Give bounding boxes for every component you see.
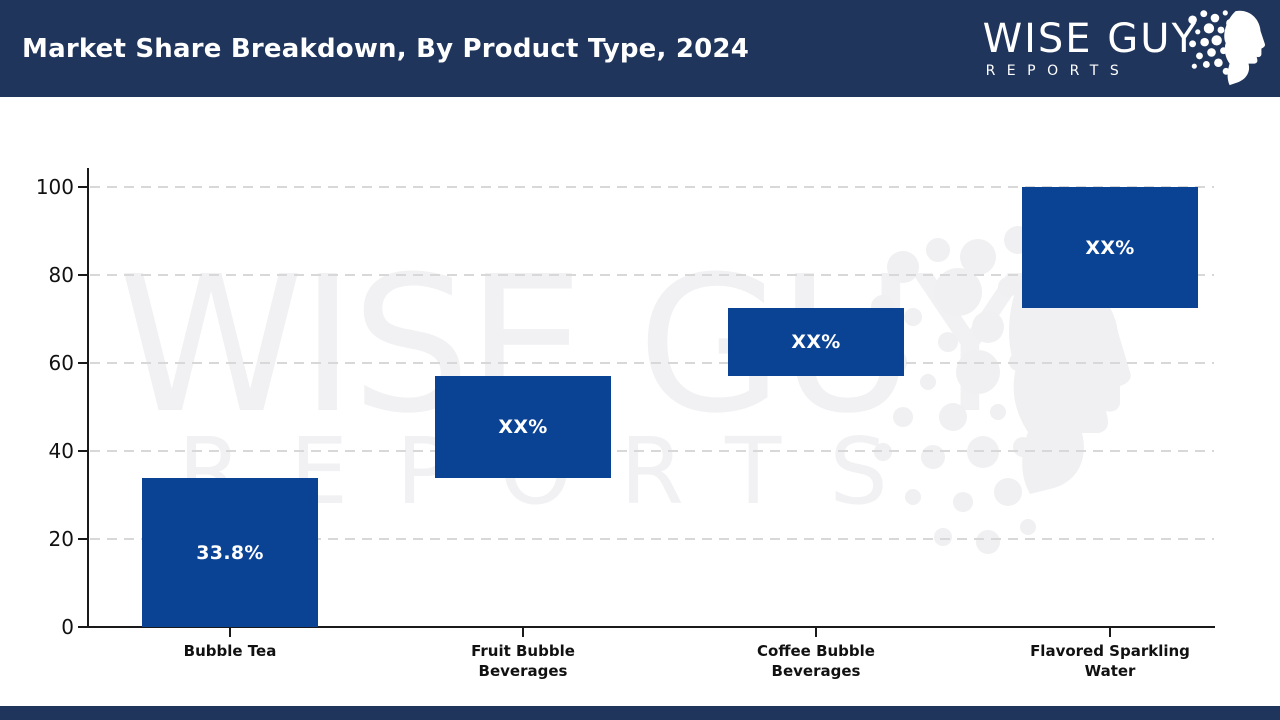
x-tick-fruit-bubble-beverages (522, 628, 524, 637)
bar-value-label: XX% (498, 416, 548, 439)
y-tick-label: 40 (48, 439, 74, 463)
logo-head-icon (1188, 9, 1266, 85)
bar-value-label: 33.8% (196, 541, 264, 564)
gridline-100 (90, 186, 1214, 188)
x-tick-flavored-sparkling-water (1109, 628, 1111, 637)
gridline-20 (90, 538, 1214, 540)
x-tick-label: Coffee Bubble Beverages (757, 642, 875, 681)
header-bar: Market Share Breakdown, By Product Type,… (0, 0, 1280, 97)
y-tick-label: 0 (61, 615, 74, 639)
page-title: Market Share Breakdown, By Product Type,… (22, 33, 749, 64)
y-tick-40 (78, 450, 87, 452)
y-tick-label: 60 (48, 351, 74, 375)
y-tick-label: 20 (48, 527, 74, 551)
y-tick-label: 80 (48, 263, 74, 287)
x-tick-label: Flavored Sparkling Water (1030, 642, 1190, 681)
watermark-head-icon (871, 225, 1131, 554)
x-tick-bubble-tea (229, 628, 231, 637)
y-tick-20 (78, 538, 87, 540)
gridline-60 (90, 362, 1214, 364)
x-axis-line (87, 626, 1215, 628)
y-tick-0 (78, 626, 87, 628)
x-tick-coffee-bubble-beverages (815, 628, 817, 637)
y-tick-60 (78, 362, 87, 364)
bar-value-label: XX% (791, 331, 841, 354)
y-tick-80 (78, 274, 87, 276)
logo-subtitle: REPORTS (985, 62, 1131, 79)
y-tick-label: 100 (35, 175, 74, 199)
bar-value-label: XX% (1085, 236, 1135, 259)
footer-bar (0, 706, 1280, 720)
logo-wordmark: WISE GUY (982, 15, 1198, 62)
bar-bubble-tea: 33.8% (142, 478, 318, 627)
y-tick-100 (78, 186, 87, 188)
gridline-40 (90, 450, 1214, 452)
x-tick-label: Fruit Bubble Beverages (471, 642, 575, 681)
bar-flavored-sparkling-water: XX% (1022, 187, 1198, 308)
bar-fruit-bubble-beverages: XX% (435, 376, 611, 479)
logo-text: WISE GUY REPORTS (983, 19, 1198, 79)
bar-coffee-bubble-beverages: XX% (728, 308, 904, 377)
x-tick-label: Bubble Tea (183, 642, 277, 660)
gridline-80 (90, 274, 1214, 276)
wise-guy-reports-logo: WISE GUY REPORTS (983, 0, 1270, 97)
y-axis-line (87, 168, 89, 628)
